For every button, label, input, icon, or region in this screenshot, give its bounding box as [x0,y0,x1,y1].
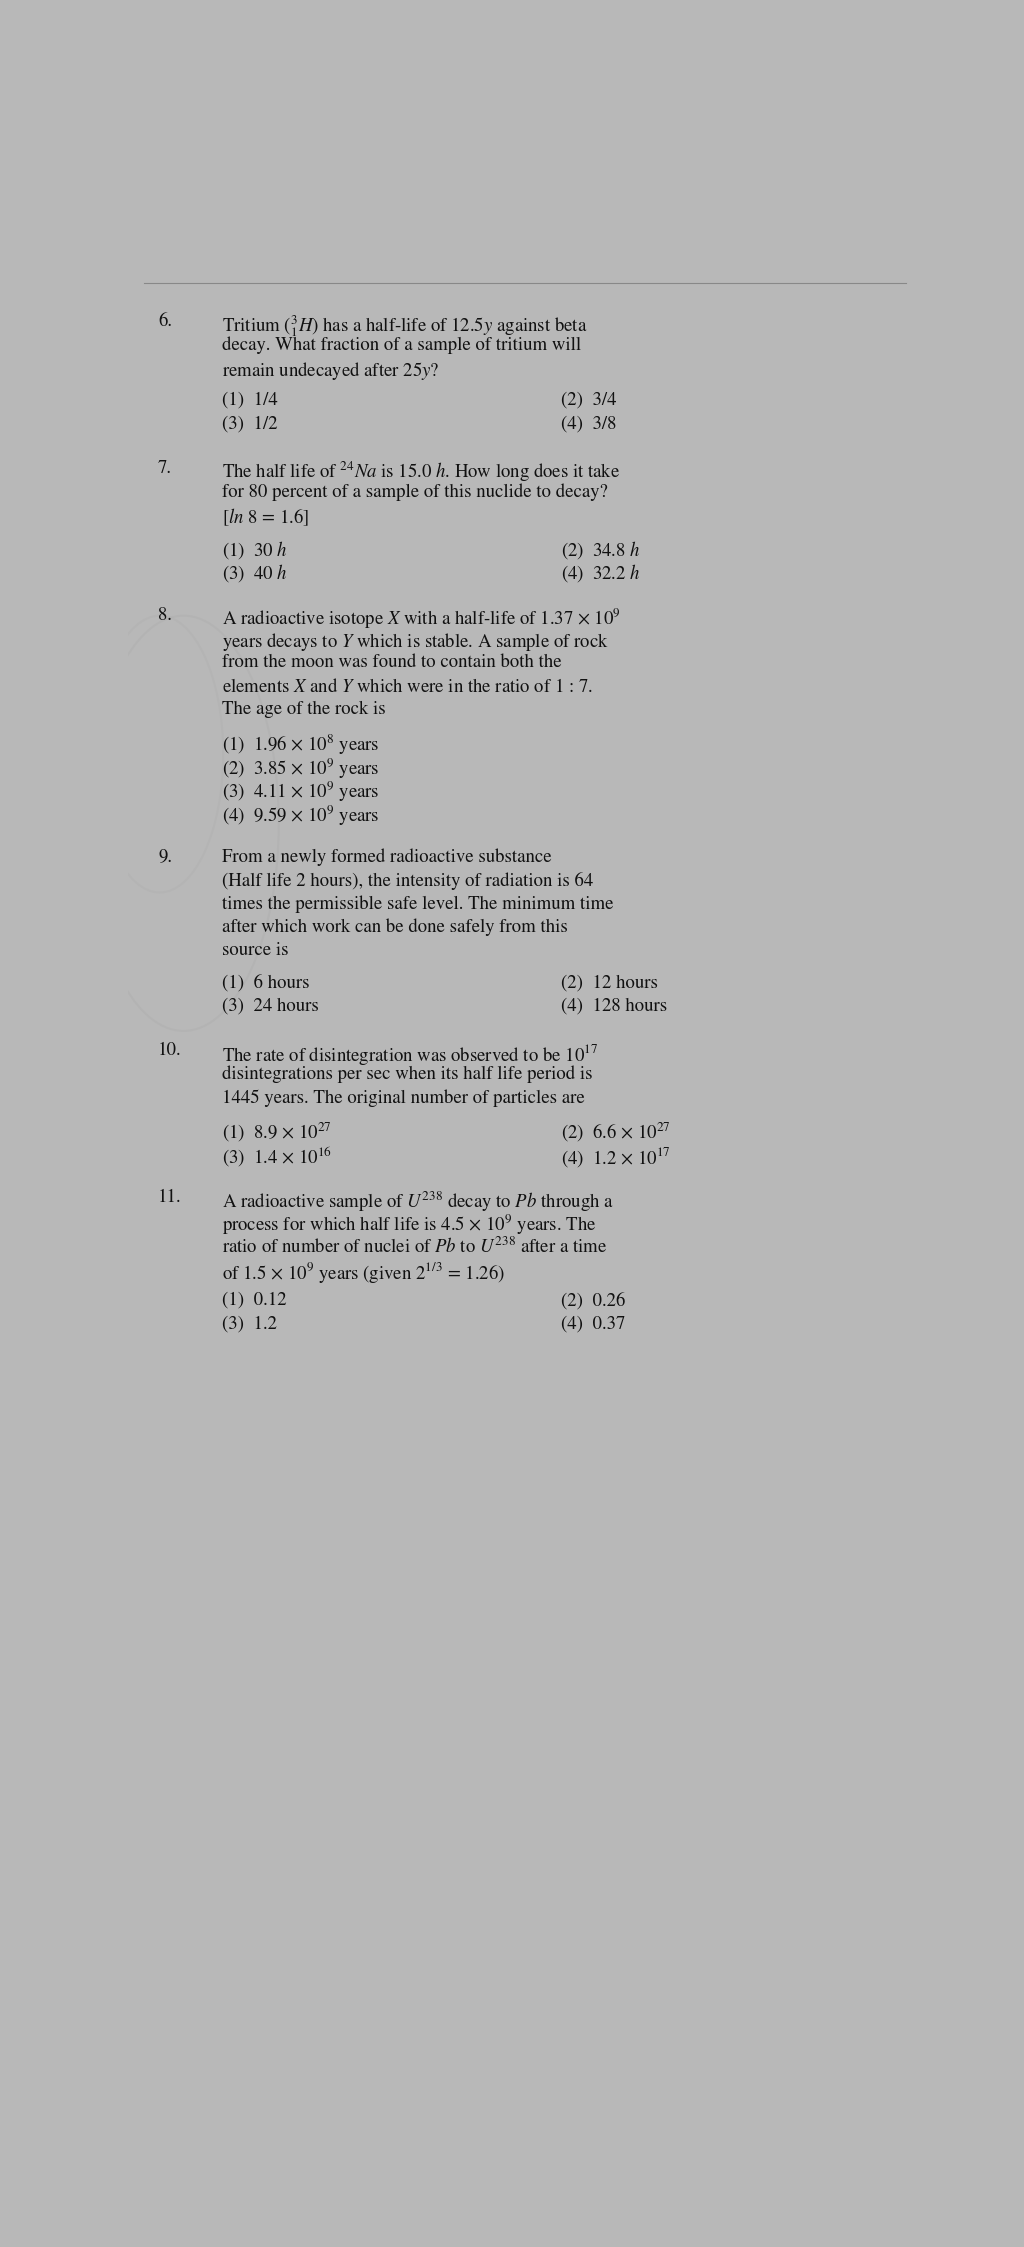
Text: (4)  128 hours: (4) 128 hours [560,998,667,1016]
Text: (4)  9.59 × 10$^9$ years: (4) 9.59 × 10$^9$ years [221,804,379,827]
Text: (2)  12 hours: (2) 12 hours [560,973,657,991]
Text: (2)  34.8 $h$: (2) 34.8 $h$ [560,539,640,562]
Text: (3)  24 hours: (3) 24 hours [221,998,318,1016]
Text: (3)  4.11 × 10$^9$ years: (3) 4.11 × 10$^9$ years [221,780,379,804]
Text: Tritium $(^3_1H)$ has a half-life of 12.5$y$ against beta: Tritium $(^3_1H)$ has a half-life of 12.… [221,312,587,339]
Text: times the permissible safe level. The minimum time: times the permissible safe level. The mi… [221,894,613,912]
Text: (3)  1.4 × 10$^{16}$: (3) 1.4 × 10$^{16}$ [221,1144,332,1168]
Text: (4)  1.2 × 10$^{17}$: (4) 1.2 × 10$^{17}$ [560,1144,670,1168]
Text: decay. What fraction of a sample of tritium will: decay. What fraction of a sample of trit… [221,337,581,355]
Text: [$ln$ 8 = 1.6]: [$ln$ 8 = 1.6] [221,508,308,528]
Text: (4)  3/8: (4) 3/8 [560,416,615,431]
Text: (1)  8.9 × 10$^{27}$: (1) 8.9 × 10$^{27}$ [221,1121,331,1144]
Text: for 80 percent of a sample of this nuclide to decay?: for 80 percent of a sample of this nucli… [221,483,607,501]
Text: elements $X$ and $Y$ which were in the ratio of 1 : 7.: elements $X$ and $Y$ which were in the r… [221,679,593,697]
Text: (1)  1/4: (1) 1/4 [221,391,278,409]
Text: (1)  30 $h$: (1) 30 $h$ [221,539,288,562]
Text: (3)  1.2: (3) 1.2 [221,1314,276,1332]
Text: A radioactive isotope $X$ with a half-life of 1.37 × 10$^9$: A radioactive isotope $X$ with a half-li… [221,607,621,631]
Text: 8.: 8. [158,607,172,625]
Text: From a newly formed radioactive substance: From a newly formed radioactive substanc… [221,847,551,865]
Text: (3)  1/2: (3) 1/2 [221,416,278,431]
Text: The half life of $^{24}Na$ is 15.0 $h$. How long does it take: The half life of $^{24}Na$ is 15.0 $h$. … [221,461,620,485]
Text: source is: source is [221,941,288,959]
Text: of 1.5 × 10$^9$ years (given 2$^{1/3}$ = 1.26): of 1.5 × 10$^9$ years (given 2$^{1/3}$ =… [221,1261,505,1285]
Text: (3)  40 $h$: (3) 40 $h$ [221,562,288,584]
Text: years decays to $Y$ which is stable. A sample of rock: years decays to $Y$ which is stable. A s… [221,631,608,652]
Text: from the moon was found to contain both the: from the moon was found to contain both … [221,654,561,672]
Text: (1)  1.96 × 10$^8$ years: (1) 1.96 × 10$^8$ years [221,733,379,757]
Text: ratio of number of nuclei of $Pb$ to $U^{238}$ after a time: ratio of number of nuclei of $Pb$ to $U^… [221,1236,607,1256]
Text: 7.: 7. [158,461,172,476]
Text: (1)  6 hours: (1) 6 hours [221,973,309,991]
Text: (Half life 2 hours), the intensity of radiation is 64: (Half life 2 hours), the intensity of ra… [221,872,593,890]
Text: disintegrations per sec when its half life period is: disintegrations per sec when its half li… [221,1065,592,1083]
Text: (4)  0.37: (4) 0.37 [560,1314,625,1332]
Text: (1)  0.12: (1) 0.12 [221,1292,287,1308]
Text: 9.: 9. [158,847,172,865]
Text: process for which half life is 4.5 × 10$^9$ years. The: process for which half life is 4.5 × 10$… [221,1213,596,1238]
Text: The rate of disintegration was observed to be 10$^{17}$: The rate of disintegration was observed … [221,1043,598,1067]
Text: (2)  3.85 × 10$^9$ years: (2) 3.85 × 10$^9$ years [221,757,379,780]
Text: 1445 years. The original number of particles are: 1445 years. The original number of parti… [221,1090,585,1108]
Text: (2)  3/4: (2) 3/4 [560,391,616,409]
Text: after which work can be done safely from this: after which work can be done safely from… [221,919,567,937]
Text: remain undecayed after 25$y$?: remain undecayed after 25$y$? [221,360,439,382]
Text: 6.: 6. [158,312,172,330]
Text: 11.: 11. [158,1189,182,1207]
Text: (2)  6.6 × 10$^{27}$: (2) 6.6 × 10$^{27}$ [560,1121,670,1144]
Text: 10.: 10. [158,1043,182,1058]
Text: A radioactive sample of $U^{238}$ decay to $Pb$ through a: A radioactive sample of $U^{238}$ decay … [221,1189,613,1213]
Text: The age of the rock is: The age of the rock is [221,701,385,719]
Text: (2)  0.26: (2) 0.26 [560,1292,625,1310]
Text: (4)  32.2 $h$: (4) 32.2 $h$ [560,562,640,584]
